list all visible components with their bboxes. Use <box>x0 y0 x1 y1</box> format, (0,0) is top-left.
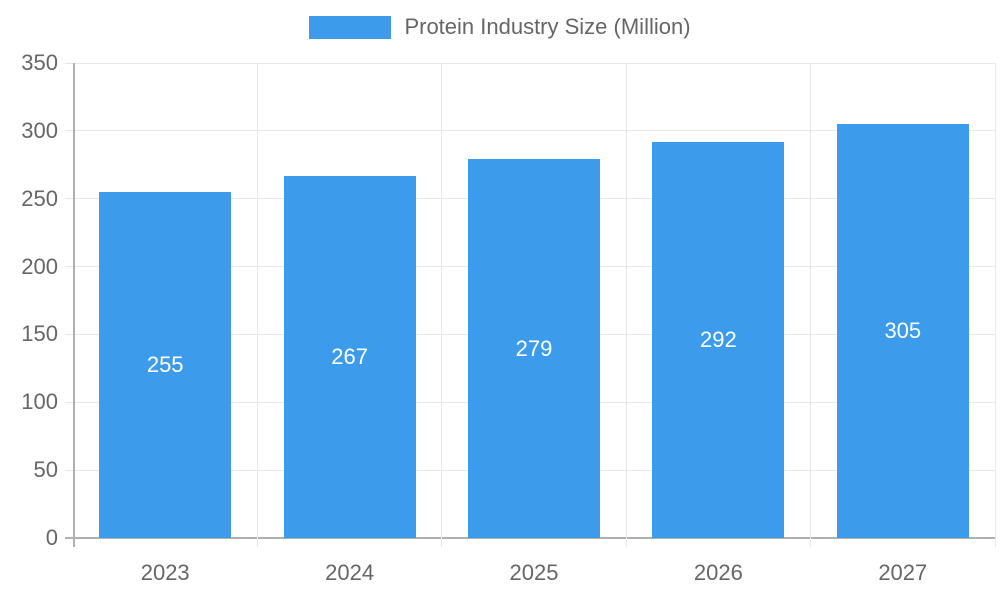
x-tick-label: 2025 <box>509 560 559 585</box>
x-tick-label: 2026 <box>693 560 743 585</box>
y-tick-label: 50 <box>33 457 58 483</box>
bar-value-label: 292 <box>700 326 737 352</box>
bar[interactable]: 292 <box>652 141 785 538</box>
bar-value-label: 305 <box>884 318 922 344</box>
x-gridline <box>994 63 996 547</box>
x-tick-label: 2024 <box>325 560 375 585</box>
y-tick-label: 350 <box>21 50 58 75</box>
bar[interactable]: 305 <box>836 124 969 538</box>
y-gridline <box>65 62 995 64</box>
legend-item[interactable]: Protein Industry Size (Million) <box>309 14 691 40</box>
legend-label: Protein Industry Size (Million) <box>404 14 691 39</box>
x-tick-label: 2023 <box>140 560 190 585</box>
y-tick-label: 200 <box>21 253 58 279</box>
y-gridline <box>65 537 995 539</box>
x-gridline <box>441 63 443 547</box>
y-tick-label: 100 <box>21 389 58 415</box>
legend-swatch <box>309 15 392 39</box>
y-tick-label: 250 <box>21 185 58 211</box>
x-gridline <box>810 63 812 547</box>
y-tick-label: 150 <box>21 321 58 347</box>
bar[interactable]: 255 <box>99 191 232 538</box>
x-gridline <box>256 63 258 547</box>
y-gridline <box>65 130 995 132</box>
y-tick-label: 0 <box>45 525 58 550</box>
x-tick-label: 2027 <box>878 560 928 585</box>
bar-value-label: 267 <box>331 343 368 369</box>
x-gridline <box>625 63 627 547</box>
bar-value-label: 279 <box>515 335 553 361</box>
y-tick-label: 300 <box>21 117 58 143</box>
chart-legend: Protein Industry Size (Million) <box>0 14 1000 40</box>
plot-area: 0 50 100 150 200 250 300 350 255 2023 267 2024 279 20… <box>21 50 996 585</box>
bar[interactable]: 267 <box>283 175 416 538</box>
y-axis-line <box>73 63 75 547</box>
bar-value-label: 255 <box>146 351 184 377</box>
bar[interactable]: 279 <box>468 159 600 538</box>
